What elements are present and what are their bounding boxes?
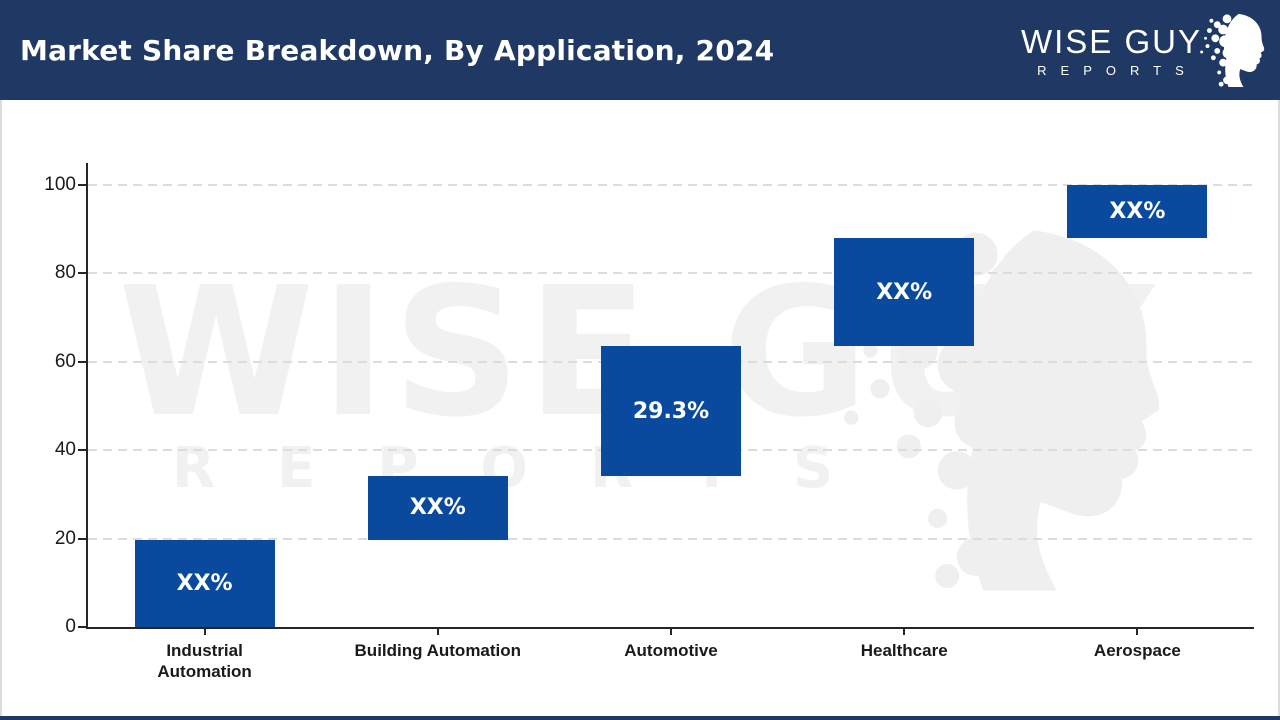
bar-value-label: XX% — [1109, 199, 1166, 225]
brand-wordmark: WISE GUY REPORTS — [1021, 23, 1202, 78]
y-tick-label: 60 — [54, 350, 76, 372]
bar-automotive: 29.3% — [601, 346, 741, 476]
y-tick-label: 80 — [54, 262, 76, 284]
y-tick-mark — [78, 449, 86, 452]
y-axis-line — [86, 163, 88, 629]
y-tick-mark — [78, 626, 86, 628]
header-bar: Market Share Breakdown, By Application, … — [0, 0, 1280, 100]
y-tick-mark — [78, 537, 86, 540]
gridline — [88, 537, 1254, 540]
y-tick-label: 20 — [54, 527, 76, 549]
bar-industrial-automation: XX% — [134, 539, 275, 627]
x-tick-mark — [1136, 627, 1139, 635]
y-tick-mark — [78, 360, 86, 363]
x-tick-mark — [203, 627, 206, 635]
x-axis-category-label: Building Automation — [354, 641, 522, 660]
x-tick-mark — [436, 627, 439, 635]
y-tick-label: 100 — [44, 174, 76, 196]
x-axis-category-label: Aerospace — [1093, 641, 1181, 660]
gridline — [88, 184, 1254, 187]
x-axis-category-label: Healthcare — [860, 641, 948, 660]
gridline — [88, 272, 1254, 275]
bar-value-label: XX% — [876, 279, 933, 305]
bar-aerospace: XX% — [1067, 185, 1208, 239]
x-axis-category-label: Automotive — [624, 641, 718, 660]
y-tick-label: 40 — [54, 439, 76, 461]
bar-building-automation: XX% — [367, 475, 508, 540]
y-tick-mark — [78, 184, 86, 187]
y-tick-label: 0 — [65, 616, 76, 637]
bar-value-label: XX% — [176, 570, 233, 596]
page-title: Market Share Breakdown, By Application, … — [20, 33, 775, 67]
x-tick-mark — [903, 627, 906, 635]
bar-healthcare: XX% — [834, 238, 975, 347]
bar-value-label: XX% — [409, 495, 466, 521]
waterfall-chart: 0 20 40 60 80 100 XX% Industrial Automation XX% B… — [44, 163, 1254, 681]
brand-face-icon — [1200, 13, 1265, 88]
footer-bar — [0, 716, 1280, 720]
brand-subname: REPORTS — [1037, 62, 1198, 78]
x-axis-category-label: Industrial Automation — [157, 641, 252, 681]
x-tick-mark — [670, 627, 672, 635]
y-tick-mark — [78, 272, 86, 275]
bar-value-label: 29.3% — [632, 398, 710, 424]
brand-logo: WISE GUY REPORTS — [1021, 11, 1280, 89]
brand-name: WISE GUY — [1020, 22, 1202, 60]
